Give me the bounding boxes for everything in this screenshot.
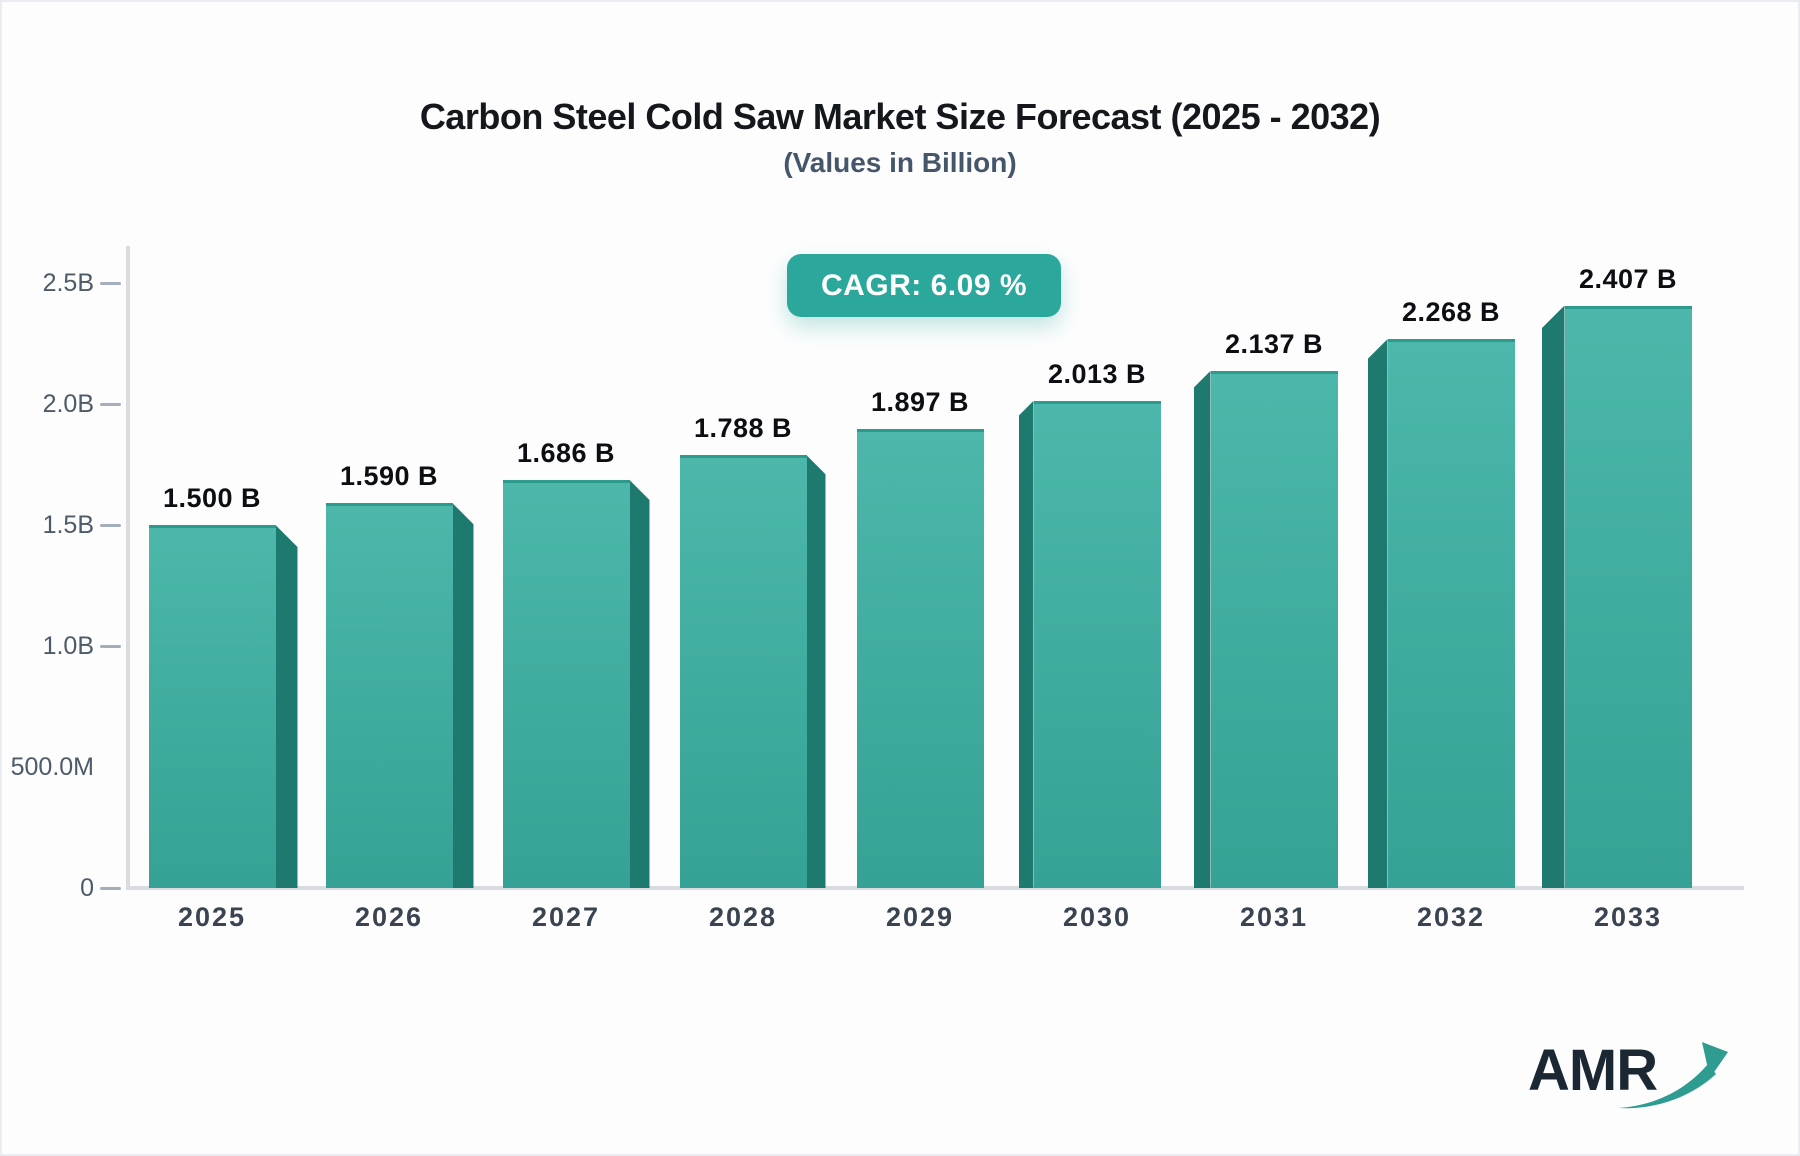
bar-value-label: 2.268 B xyxy=(1401,297,1501,328)
bar-value-label: 1.897 B xyxy=(870,386,970,417)
bar-value-label: 2.137 B xyxy=(1224,328,1324,359)
bar-value-label: 1.500 B xyxy=(162,483,262,513)
y-tick-label: 2.0B xyxy=(42,390,94,418)
bar xyxy=(679,455,807,888)
x-axis-category-label: 2030 xyxy=(1062,902,1132,932)
amr-logo-text: AMR xyxy=(1528,1038,1658,1103)
bar-value-label: 1.686 B xyxy=(516,437,616,468)
bar xyxy=(325,503,453,888)
bar xyxy=(1033,400,1161,888)
y-tick-dash xyxy=(100,402,121,406)
y-tick-dash xyxy=(100,644,121,648)
bar-3d-face xyxy=(1193,370,1211,888)
y-tick-dash xyxy=(100,886,121,890)
cagr-badge: CAGR: 6.09 % xyxy=(787,254,1061,317)
x-axis-category-label: 2032 xyxy=(1416,902,1486,932)
bar-3d-face xyxy=(452,503,474,888)
bar-value-label: 2.013 B xyxy=(1047,358,1147,389)
y-tick-label: 1.0B xyxy=(42,632,94,660)
x-axis-category-label: 2028 xyxy=(708,902,778,932)
bar-3d-face xyxy=(629,479,650,888)
amr-logo: AMR xyxy=(1528,1032,1738,1122)
bar-value-label: 2.407 B xyxy=(1578,263,1678,294)
bar-3d-face xyxy=(1018,400,1034,888)
y-tick-dash xyxy=(100,281,121,285)
x-axis-category-label: 2026 xyxy=(354,902,424,932)
chart-subtitle: (Values in Billion) xyxy=(783,147,1017,178)
bar-value-label: 1.788 B xyxy=(693,413,793,444)
x-axis-category-label: 2033 xyxy=(1593,902,1663,932)
x-axis-category-label: 2031 xyxy=(1239,902,1309,932)
bar-3d-face xyxy=(1541,305,1565,888)
y-tick-dash xyxy=(100,523,121,527)
bar xyxy=(1564,305,1692,888)
chart-title: Carbon Steel Cold Saw Market Size Foreca… xyxy=(419,96,1381,137)
y-tick-label: 2.5B xyxy=(42,269,94,297)
y-tick-label: 500.0M xyxy=(10,753,94,781)
bar-3d-face xyxy=(806,455,826,888)
bar xyxy=(502,479,630,888)
x-axis-category-label: 2029 xyxy=(885,902,955,932)
bar xyxy=(856,428,984,888)
bar xyxy=(1387,339,1515,888)
x-axis-line xyxy=(126,886,1744,890)
bar xyxy=(148,525,276,888)
bar-3d-face xyxy=(275,525,298,888)
bar xyxy=(1210,370,1338,888)
x-axis-category-label: 2025 xyxy=(177,902,247,932)
y-tick-label: 1.5B xyxy=(42,511,94,539)
y-tick-label: 0 xyxy=(80,874,94,902)
growth-arrow-icon xyxy=(1618,1042,1728,1109)
bar-3d-face xyxy=(1367,339,1388,888)
cagr-badge-label: CAGR: 6.09 % xyxy=(820,268,1028,302)
x-axis-category-label: 2027 xyxy=(531,902,601,932)
bar-value-label: 1.590 B xyxy=(339,461,439,492)
y-axis-line xyxy=(126,246,130,890)
